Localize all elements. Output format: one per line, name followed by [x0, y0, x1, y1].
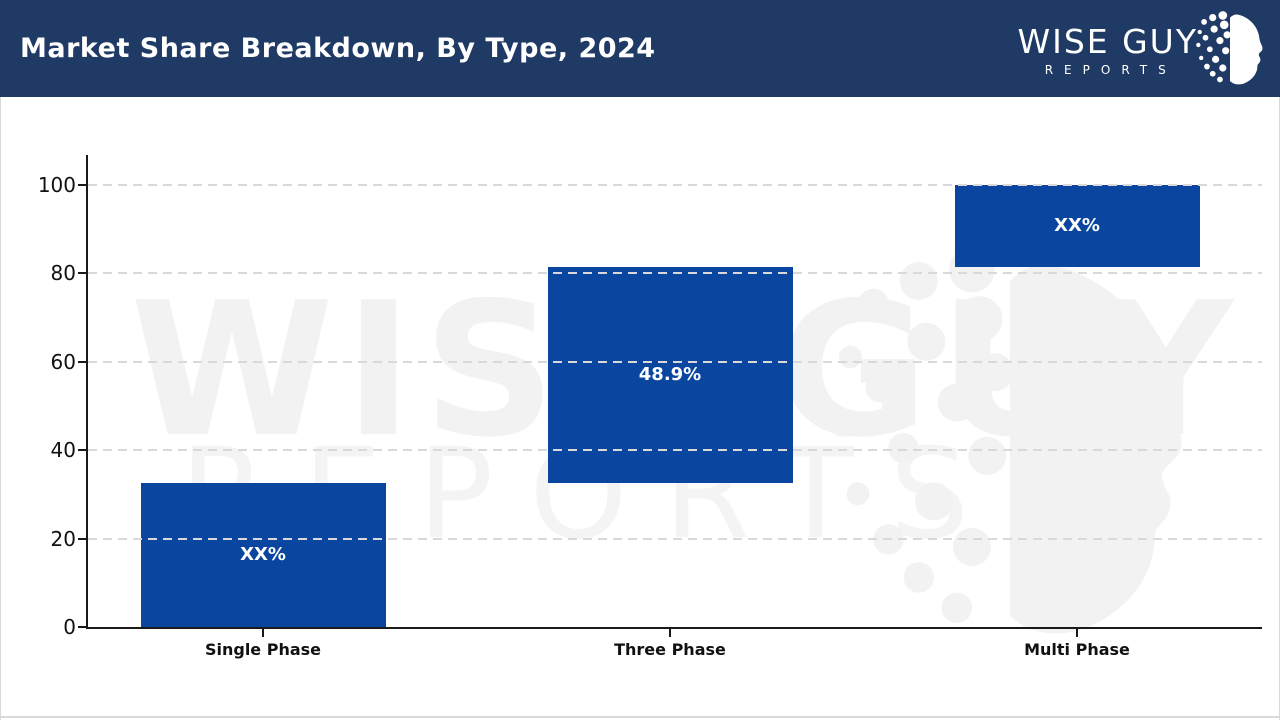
y-tick-mark	[78, 537, 86, 540]
gridline	[88, 184, 1262, 187]
x-tick-mark	[1076, 629, 1078, 637]
bar-single-phase	[140, 483, 386, 627]
y-tick-mark	[78, 184, 86, 187]
x-tick-mark	[669, 629, 671, 637]
chart-title: Market Share Breakdown, By Type, 2024	[20, 33, 656, 64]
brand-logo: WISE GUY REPORTS	[1017, 10, 1266, 90]
header-bar: Market Share Breakdown, By Type, 2024 WI…	[0, 0, 1280, 97]
bar-value-label-multi-phase: XX%	[1054, 215, 1100, 237]
bar-multi-phase	[954, 185, 1200, 268]
x-axis-label-three-phase: Three Phase	[614, 640, 726, 659]
y-tick-mark	[78, 360, 86, 363]
gridline	[88, 272, 1262, 275]
x-axis-label-multi-phase: Multi Phase	[1024, 640, 1130, 659]
bar-value-label-three-phase: 48.9%	[638, 364, 702, 386]
y-tick-label: 40	[50, 438, 76, 463]
x-tick-mark	[262, 629, 264, 637]
y-tick-mark	[78, 449, 86, 452]
gridline	[88, 537, 1262, 540]
brand-face-icon	[1196, 11, 1263, 85]
y-tick-label: 80	[50, 261, 76, 286]
brand-subtitle: REPORTS	[1044, 62, 1177, 77]
y-tick-mark	[78, 626, 86, 628]
bar-three-phase	[547, 267, 793, 484]
x-axis-label-single-phase: Single Phase	[204, 640, 322, 659]
y-tick-label: 20	[50, 526, 76, 551]
y-tick-label: 100	[37, 173, 76, 198]
y-tick-label: 60	[50, 349, 76, 374]
x-axis-line	[86, 627, 1262, 629]
y-tick-label: 0	[63, 615, 76, 639]
gridline	[88, 360, 1262, 363]
y-axis-line	[86, 155, 88, 629]
bottom-border-line	[0, 716, 1280, 718]
bar-value-label-single-phase: XX%	[240, 544, 286, 566]
gridline	[88, 449, 1262, 452]
y-tick-mark	[78, 272, 86, 275]
brand-logo-text: WISE GUY REPORTS	[1017, 21, 1198, 77]
brand-name: WISE GUY	[1017, 21, 1198, 61]
